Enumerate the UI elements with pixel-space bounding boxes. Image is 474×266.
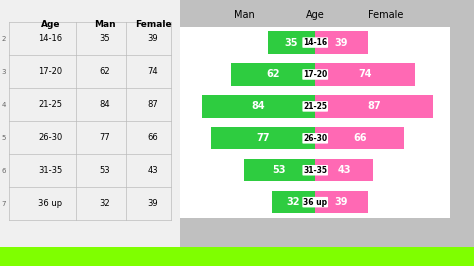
Bar <box>315 159 373 181</box>
Text: Female: Female <box>135 20 172 29</box>
Bar <box>268 31 315 54</box>
Text: 66: 66 <box>353 133 366 143</box>
Text: 84: 84 <box>99 100 110 109</box>
Text: 21-25: 21-25 <box>303 102 327 111</box>
Text: 84: 84 <box>252 101 265 111</box>
Bar <box>315 191 368 213</box>
Text: 39: 39 <box>335 38 348 48</box>
Bar <box>272 191 315 213</box>
Text: 35: 35 <box>99 34 110 43</box>
Bar <box>211 127 315 149</box>
Text: 36 up: 36 up <box>303 198 327 207</box>
Text: 62: 62 <box>266 69 280 80</box>
Text: 5: 5 <box>1 135 6 141</box>
Text: 62: 62 <box>99 67 110 76</box>
Text: 77: 77 <box>256 133 270 143</box>
Text: 32: 32 <box>99 199 110 208</box>
Text: 66: 66 <box>148 133 158 142</box>
Text: 87: 87 <box>367 101 381 111</box>
Text: 17-20: 17-20 <box>38 67 63 76</box>
Text: 36 up: 36 up <box>38 199 63 208</box>
Bar <box>315 95 433 118</box>
Text: 31-35: 31-35 <box>303 166 327 175</box>
Text: 53: 53 <box>99 166 110 175</box>
Text: Age: Age <box>41 20 60 29</box>
Bar <box>244 159 315 181</box>
Text: 87: 87 <box>148 100 158 109</box>
Text: 39: 39 <box>335 197 348 207</box>
Bar <box>315 127 404 149</box>
Text: 7: 7 <box>1 201 6 207</box>
Text: 35: 35 <box>285 38 298 48</box>
Text: 32: 32 <box>287 197 301 207</box>
Text: 39: 39 <box>148 199 158 208</box>
Text: 14-16: 14-16 <box>303 38 327 47</box>
Text: 6: 6 <box>1 168 6 174</box>
Text: 39: 39 <box>148 34 158 43</box>
Text: 31-35: 31-35 <box>38 166 63 175</box>
Text: Man: Man <box>94 20 115 29</box>
Bar <box>202 95 315 118</box>
Text: 74: 74 <box>148 67 158 76</box>
Bar <box>315 63 415 86</box>
Text: 3: 3 <box>1 69 6 75</box>
Text: Female: Female <box>368 10 403 20</box>
Text: 17-20: 17-20 <box>303 70 328 79</box>
Text: 43: 43 <box>337 165 351 175</box>
Text: 77: 77 <box>99 133 110 142</box>
Text: Age: Age <box>306 10 325 20</box>
Text: 4: 4 <box>1 102 6 108</box>
Text: 53: 53 <box>273 165 286 175</box>
Bar <box>231 63 315 86</box>
Bar <box>315 31 368 54</box>
Text: Man: Man <box>234 10 255 20</box>
Text: 2: 2 <box>1 36 6 42</box>
Text: 26-30: 26-30 <box>303 134 327 143</box>
Text: 26-30: 26-30 <box>38 133 63 142</box>
Text: 43: 43 <box>148 166 158 175</box>
Text: 14-16: 14-16 <box>38 34 63 43</box>
Text: 21-25: 21-25 <box>38 100 63 109</box>
Text: 74: 74 <box>358 69 372 80</box>
